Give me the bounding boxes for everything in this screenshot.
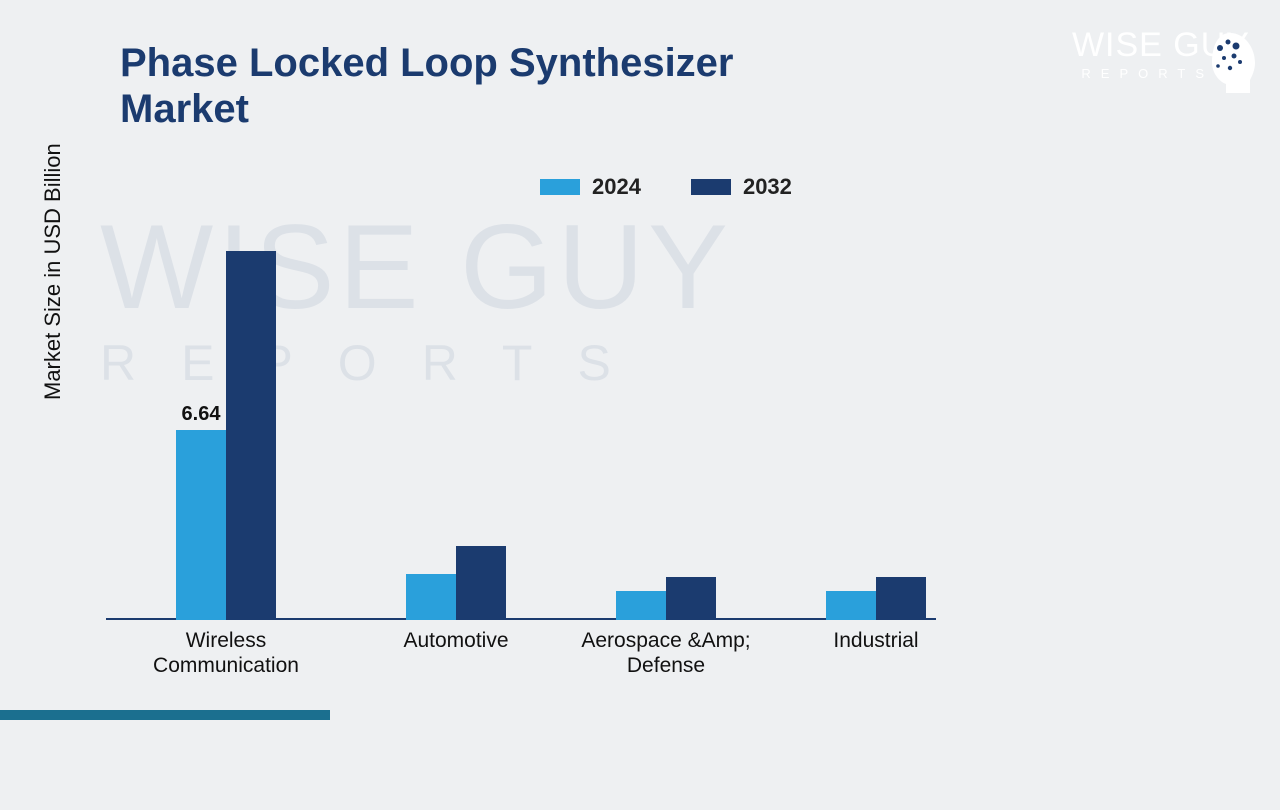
legend-swatch-icon	[540, 179, 580, 195]
head-silhouette-icon	[1200, 28, 1260, 98]
bar	[666, 577, 716, 620]
legend-item: 2032	[691, 174, 792, 200]
bar-group: 6.64Wireless Communication	[126, 251, 326, 620]
legend-item: 2024	[540, 174, 641, 200]
bar-group: Aerospace &Amp; Defense	[566, 577, 766, 620]
category-label: Aerospace &Amp; Defense	[566, 628, 766, 678]
category-label: Automotive	[356, 628, 556, 653]
bar: 6.64	[176, 430, 226, 620]
chart-title: Phase Locked Loop Synthesizer Market	[120, 40, 840, 132]
bar	[456, 546, 506, 620]
bar	[826, 591, 876, 620]
bar	[616, 591, 666, 620]
brand-side-panel	[960, 0, 1280, 720]
decorative-bottom-bar	[0, 710, 330, 720]
bar	[876, 577, 926, 620]
brand-logo: WISE GUY REPORTS	[990, 28, 1250, 81]
bar-group: Automotive	[356, 546, 556, 620]
y-axis-label: Market Size in USD Billion	[40, 143, 66, 400]
bar-value-label: 6.64	[182, 403, 221, 430]
page-root: WISE GUY REPORTS Phase Locked Loop Synth…	[0, 0, 1280, 720]
bar	[226, 251, 276, 620]
bar	[406, 574, 456, 620]
bar-group: Industrial	[776, 577, 976, 620]
category-label: Industrial	[776, 628, 976, 653]
chart-legend: 2024 2032	[540, 174, 792, 200]
legend-swatch-icon	[691, 179, 731, 195]
legend-label: 2032	[743, 174, 792, 200]
category-label: Wireless Communication	[126, 628, 326, 678]
chart-plot-area: 6.64Wireless Communication AutomotiveAero…	[106, 220, 936, 620]
legend-label: 2024	[592, 174, 641, 200]
